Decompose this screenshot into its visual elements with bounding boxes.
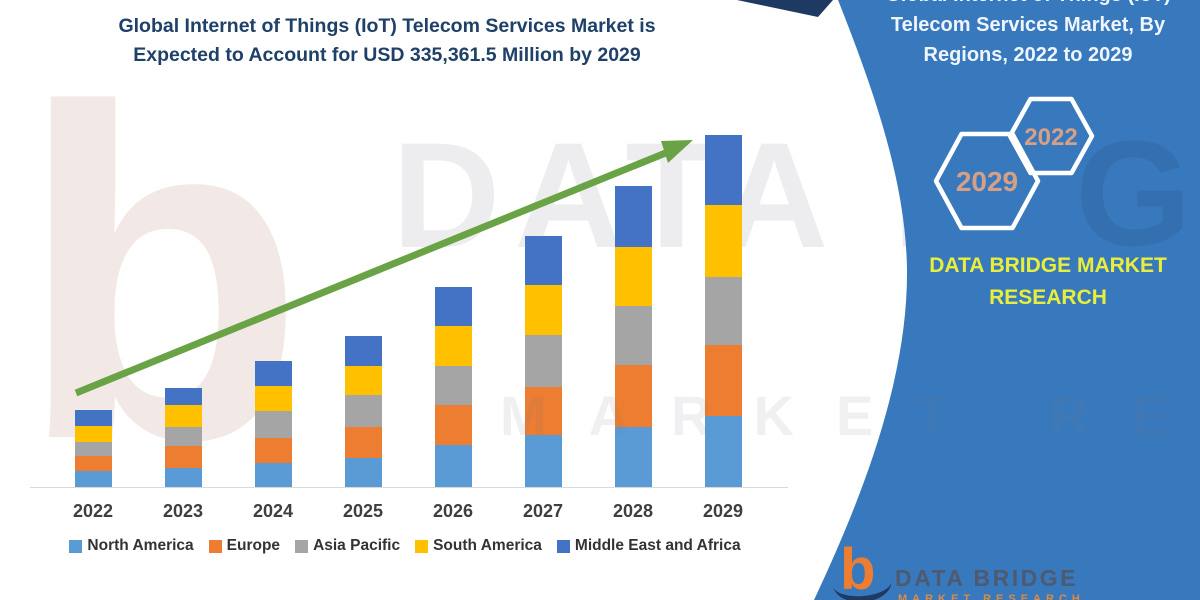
x-axis-label-2027: 2027 [522, 501, 564, 521]
x-axis-line [30, 487, 788, 488]
footer-logo-subtext: MARKET RESEARCH [898, 593, 1085, 600]
x-axis-label-2022: 2022 [72, 501, 114, 521]
legend-item-asia-pacific: Asia Pacific [295, 537, 400, 555]
x-axis-label-2024: 2024 [252, 501, 294, 521]
bar-2022 [74, 410, 112, 487]
legend-label: Europe [226, 537, 281, 554]
panel-heading-line2: Regions, 2022 to 2029 [923, 44, 1133, 66]
bar-segment-2026-north-america [434, 445, 472, 487]
bar-segment-2023-south-america [164, 405, 202, 428]
bar-segment-2023-north-america [164, 468, 202, 487]
legend-label: South America [433, 537, 542, 554]
bar-segment-2029-south-america [704, 205, 742, 277]
bar-segment-2025-europe [344, 427, 382, 458]
bar-segment-2023-europe [164, 446, 202, 468]
x-axis-label-2026: 2026 [432, 501, 474, 521]
bar-segment-2022-north-america [74, 471, 112, 487]
legend-label: North America [87, 537, 194, 554]
chart-title-line1: Global Internet of Things (IoT) Telecom … [118, 15, 656, 37]
legend-swatch-icon [556, 539, 570, 553]
footer-logo-b-icon: b [840, 537, 876, 600]
bar-2023 [164, 387, 202, 487]
x-axis-label-2028: 2028 [612, 501, 654, 521]
panel-watermark-letters: GE [1075, 109, 1200, 277]
legend-swatch-icon [295, 539, 309, 553]
bar-segment-2028-north-america [614, 427, 652, 487]
bar-segment-2025-asia-pacific [344, 394, 382, 428]
bar-segment-2024-north-america [254, 462, 292, 487]
legend-swatch-icon [208, 539, 222, 553]
bar-segment-2023-asia-pacific [164, 427, 202, 447]
legend-item-middle-east-and-africa: Middle East and Africa [556, 537, 741, 555]
bar-segment-2026-europe [434, 405, 472, 446]
chart-title: Global Internet of Things (IoT) Telecom … [62, 12, 712, 70]
bar-segment-2029-middle-east-and-africa [704, 135, 742, 206]
hexagon-2022-label: 2022 [1024, 124, 1077, 151]
hexagon-2029 [933, 131, 1041, 231]
legend-item-south-america: South America [415, 537, 542, 555]
legend-item-europe: Europe [208, 537, 281, 555]
legend-label: Asia Pacific [313, 537, 401, 554]
panel-accent-triangle [737, 0, 833, 17]
bar-segment-2029-europe [704, 345, 742, 417]
bar-segment-2029-asia-pacific [704, 276, 742, 346]
brand-name-line1: DATA BRIDGE MARKET [929, 254, 1167, 277]
panel-background-shape [814, 0, 1200, 600]
legend-swatch-icon [415, 539, 429, 553]
bar-segment-2025-north-america [344, 457, 382, 487]
bar-segment-2022-middle-east-and-africa [74, 410, 112, 427]
legend-swatch-icon [69, 539, 83, 553]
bar-segment-2022-south-america [74, 426, 112, 443]
legend-label: Middle East and Africa [574, 537, 741, 554]
bar-segment-2024-europe [254, 437, 292, 463]
x-axis-label-2023: 2023 [162, 501, 204, 521]
chart-title-line2: Expected to Account for USD 335,361.5 Mi… [133, 44, 641, 66]
panel-heading-line1: Telecom Services Market, By [890, 14, 1166, 36]
brand-name: DATA BRIDGE MARKET RESEARCH [888, 250, 1200, 314]
bar-2029 [704, 135, 742, 487]
x-axis-label-2029: 2029 [702, 501, 744, 521]
panel-heading: Global Internet of Things (IoT) Telecom … [856, 0, 1200, 70]
x-axis-label-2025: 2025 [342, 501, 384, 521]
hexagon-2029-label: 2029 [956, 166, 1018, 197]
bar-segment-2024-asia-pacific [254, 410, 292, 438]
footer-logo-text: DATA BRIDGE [895, 565, 1078, 591]
legend-item-north-america: North America [69, 537, 194, 555]
bar-segment-2022-asia-pacific [74, 442, 112, 457]
bar-segment-2029-north-america [704, 416, 742, 487]
brand-name-line2: RESEARCH [989, 286, 1107, 309]
panel-heading-clipped-line: Global Internet of Things (IoT) [856, 0, 1200, 10]
hexagon-2022 [1007, 96, 1095, 176]
bar-segment-2022-europe [74, 456, 112, 472]
chart-legend: North America Europe Asia Pacific South Ame… [30, 537, 780, 555]
bar-segment-2027-north-america [524, 435, 562, 487]
watermark-tagline-text: MARKET RESEARCH [500, 384, 1200, 447]
